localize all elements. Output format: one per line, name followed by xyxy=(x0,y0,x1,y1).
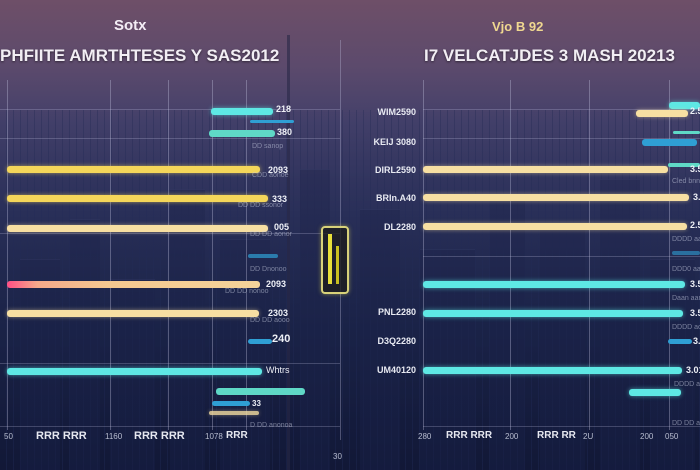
x-tick: 50 xyxy=(4,432,13,441)
center-bottom-label: 30 xyxy=(333,452,342,461)
faint-annotation: CDD aonoe xyxy=(252,172,289,179)
right-chart-title: I7 VELCATJDES 3 MASH 20213 xyxy=(424,46,675,65)
faint-annotation: DD DD aonor xyxy=(250,231,293,238)
x-tick: 2U xyxy=(583,432,594,441)
bar-left-6[interactable] xyxy=(7,281,260,288)
bar-right-9[interactable] xyxy=(423,310,683,317)
bar-right-3[interactable] xyxy=(673,131,700,134)
x-tick: 050 xyxy=(665,432,679,441)
category-label: D3Q2280 xyxy=(377,336,416,346)
bar-right-5[interactable] xyxy=(423,166,668,173)
bar-right-6[interactable] xyxy=(423,194,689,201)
x-tick: 1078 xyxy=(205,432,223,441)
faint-annotation: DD Dnonoo xyxy=(250,266,287,273)
bar-left-12[interactable] xyxy=(209,411,259,415)
category-label: BRIn.A40 xyxy=(375,193,416,203)
bar-value-label: 2093 xyxy=(268,165,289,175)
bar-right-5b[interactable] xyxy=(668,163,700,167)
bar-left-4[interactable] xyxy=(7,195,268,202)
bar-value-label: 240 xyxy=(272,333,291,345)
bar-left-2[interactable] xyxy=(209,130,275,137)
left-bar-chart: 218 380 DD sanop 2093 CDD aonoe 333 DD D… xyxy=(0,80,340,430)
x-tick: 280 xyxy=(418,432,432,441)
bar-value-label: 3.5 xyxy=(690,164,700,174)
faint-annotation: DDD0 aan xyxy=(672,266,700,273)
bar-value-label: 380 xyxy=(277,127,293,137)
bar-left-11[interactable] xyxy=(212,401,250,406)
bar-value-label: 333 xyxy=(272,194,288,204)
x-axis-group-title: RRR RRR xyxy=(36,430,87,442)
bar-right-4[interactable] xyxy=(642,139,697,146)
bar-value-label: Whtrs xyxy=(266,365,290,375)
bar-right-10[interactable] xyxy=(668,339,692,344)
right-bar-chart xyxy=(362,80,700,430)
bar-left-1[interactable] xyxy=(211,108,273,115)
x-tick: 1160 xyxy=(105,432,123,441)
category-label: DIRL2590 xyxy=(374,165,416,175)
x-axis-group-title: RRR xyxy=(226,430,248,441)
bar-value-label: 33 xyxy=(252,399,261,408)
bar-value-label: 005 xyxy=(274,222,290,232)
faint-annotation: DD sanop xyxy=(252,143,284,150)
faint-annotation: DDDD aa xyxy=(674,381,700,388)
bar-value-label: 3.5 xyxy=(693,336,700,346)
bar-right-11[interactable] xyxy=(423,367,682,374)
bar-left-1b[interactable] xyxy=(250,120,294,123)
faint-annotation: DD DD aa xyxy=(672,420,700,427)
bar-right-7[interactable] xyxy=(423,223,687,230)
bar-value-label: 218 xyxy=(276,104,292,114)
category-label: PNL2280 xyxy=(377,307,416,317)
bar-value-label: 2093 xyxy=(266,279,287,289)
bar-value-label: 3.01 xyxy=(686,365,700,375)
bar-right-2[interactable] xyxy=(636,110,688,117)
faint-annotation: D DD anonoa xyxy=(250,422,293,429)
left-chart-title: PHFIITE AMRTHTESES Y SAS2012 xyxy=(0,46,280,65)
bar-value-label: 2303 xyxy=(268,308,289,318)
category-label: KEIJ 3080 xyxy=(373,137,416,147)
bar-value-label: 2.5 xyxy=(690,106,700,116)
bar-right-1[interactable] xyxy=(669,102,700,109)
faint-annotation: Daan aan xyxy=(672,295,700,302)
faint-annotation: DD DD aooo xyxy=(250,317,290,324)
x-axis-group-title: RRR RR xyxy=(537,430,576,441)
faint-annotation: DD DD nonoo xyxy=(225,288,269,295)
faint-annotation: Cled bnn xyxy=(672,178,700,185)
category-label: UM40120 xyxy=(376,365,416,375)
right-chart-subtitle: Vjo B 92 xyxy=(492,19,544,34)
faint-annotation: DDDD ao xyxy=(672,324,700,331)
x-axis-group-title: RRR RRR xyxy=(446,430,493,441)
category-label: DL2280 xyxy=(383,222,416,232)
bar-left-9[interactable] xyxy=(7,368,262,375)
phone-icon xyxy=(321,226,349,294)
bar-value-label: 3.5 xyxy=(690,308,700,318)
left-chart-subtitle: Sotx xyxy=(114,17,147,34)
bar-right-8[interactable] xyxy=(423,281,685,288)
bar-left-5[interactable] xyxy=(7,225,268,232)
faint-annotation: DD DD ssonor xyxy=(238,202,284,209)
faint-annotation: DDDD aan xyxy=(672,236,700,243)
bar-value-label: 2.5 xyxy=(690,220,700,230)
x-axis-group-title: RRR RRR xyxy=(134,430,185,442)
bar-value-label: 3.5 xyxy=(690,279,700,289)
category-label: WIM2590 xyxy=(377,107,416,117)
x-tick: 200 xyxy=(505,432,519,441)
bar-left-3[interactable] xyxy=(7,166,260,173)
bar-left-5b[interactable] xyxy=(248,254,278,258)
bar-value-label: 3.5 xyxy=(693,192,700,202)
tower-silhouette xyxy=(287,35,290,470)
bar-left-10[interactable] xyxy=(216,388,305,395)
bar-left-8[interactable] xyxy=(248,339,272,344)
bar-right-12[interactable] xyxy=(629,389,681,396)
x-tick: 200 xyxy=(640,432,654,441)
bar-right-7b[interactable] xyxy=(672,251,700,255)
bar-left-7[interactable] xyxy=(7,310,259,317)
